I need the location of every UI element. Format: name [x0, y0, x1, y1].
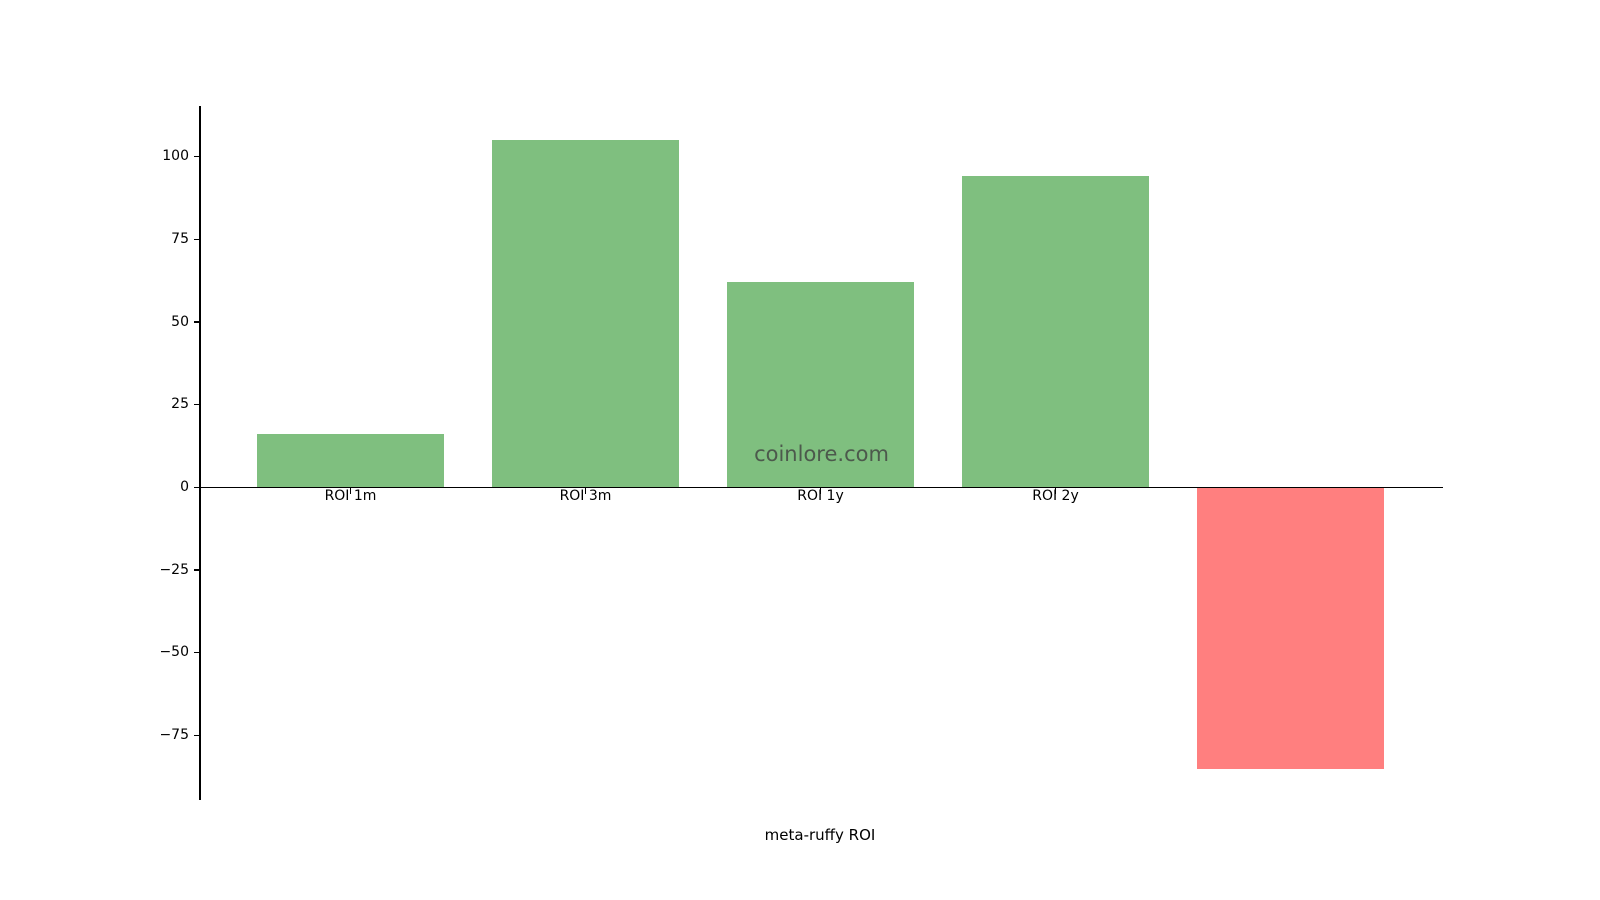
- y-tick-mark: [193, 155, 200, 158]
- x-tick-label: ROI 3m: [559, 488, 612, 505]
- bar-roi-1m: [257, 434, 444, 488]
- y-tick-mark: [193, 321, 200, 323]
- y-tick-label: −50: [159, 644, 189, 661]
- x-tick-label: ROI 1y: [797, 488, 844, 505]
- y-tick-mark: [193, 652, 200, 654]
- bar-roi-1y: [727, 282, 914, 488]
- y-tick-label: 25: [171, 396, 189, 413]
- x-tick-mark: [584, 488, 587, 494]
- y-tick-label: −75: [159, 726, 189, 743]
- x-tick-mark: [349, 488, 352, 494]
- x-tick-label: ROI 2y: [1032, 488, 1079, 505]
- x-axis-zero-line: [200, 486, 1443, 489]
- bar-category-5: [1197, 487, 1384, 769]
- y-tick-label: 100: [162, 148, 189, 165]
- y-tick-mark: [193, 238, 200, 240]
- x-tick-mark: [819, 488, 822, 494]
- x-tick-mark: [1054, 488, 1057, 494]
- y-tick-label: 0: [180, 478, 189, 495]
- y-tick-label: 75: [171, 230, 189, 247]
- watermark-text: coinlore.com: [754, 441, 889, 466]
- y-tick-mark: [193, 734, 200, 737]
- bar-roi-3m: [492, 140, 679, 488]
- y-tick-mark: [193, 486, 200, 489]
- y-tick-label: 50: [171, 313, 189, 330]
- y-tick-mark: [193, 404, 200, 406]
- y-axis-spine: [199, 106, 201, 800]
- x-tick-label: ROI 1m: [324, 488, 377, 505]
- bar-roi-2y: [962, 176, 1149, 488]
- y-tick-mark: [193, 569, 200, 571]
- x-axis-title: meta-ruffy ROI: [764, 826, 876, 844]
- y-tick-label: −25: [159, 561, 189, 578]
